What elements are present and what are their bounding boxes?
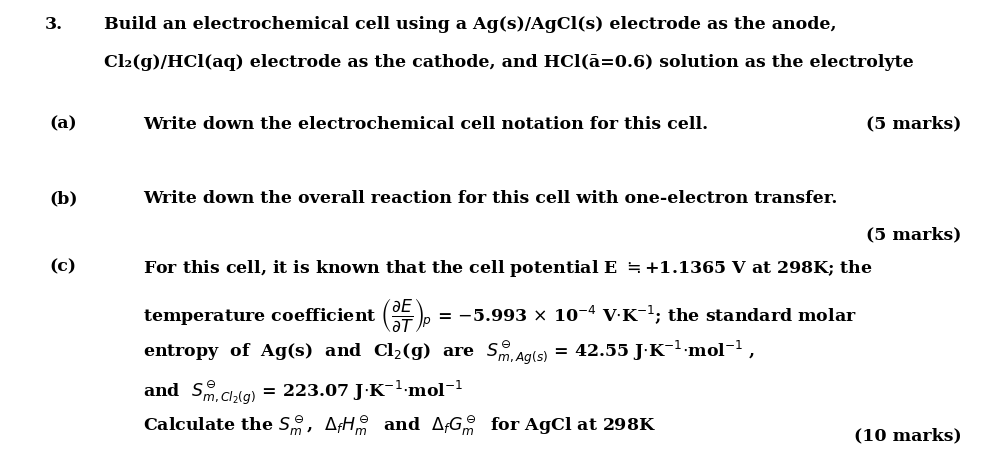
Text: (10 marks): (10 marks) [854, 428, 961, 445]
Text: and  $S^\ominus_{m,Cl_2(g)}$ = 223.07 J$\cdot$K$^{-1}$$\cdot$mol$^{-1}$: and $S^\ominus_{m,Cl_2(g)}$ = 223.07 J$\… [143, 378, 463, 406]
Text: (b): (b) [49, 190, 78, 207]
Text: 3.: 3. [44, 16, 62, 33]
Text: Write down the overall reaction for this cell with one-electron transfer.: Write down the overall reaction for this… [143, 190, 837, 207]
Text: (5 marks): (5 marks) [866, 116, 961, 133]
Text: For this cell, it is known that the cell potential E $\fallingdotseq$+1.1365 V a: For this cell, it is known that the cell… [143, 258, 873, 279]
Text: temperature coefficient $\left(\dfrac{\partial E}{\partial T}\right)_{\!p}$ = $-: temperature coefficient $\left(\dfrac{\p… [143, 297, 857, 334]
Text: (c): (c) [49, 258, 76, 275]
Text: entropy  of  Ag(s)  and  Cl$_2$(g)  are  $S^\ominus_{m,Ag(s)}$ = 42.55 J$\cdot$K: entropy of Ag(s) and Cl$_2$(g) are $S^\o… [143, 339, 755, 367]
Text: (5 marks): (5 marks) [866, 226, 961, 244]
Text: Write down the electrochemical cell notation for this cell.: Write down the electrochemical cell nota… [143, 116, 708, 133]
Text: Calculate the $S^\ominus_{m}$,  $\Delta_f H^\ominus_m$  and  $\Delta_f G^\ominus: Calculate the $S^\ominus_{m}$, $\Delta_f… [143, 414, 656, 439]
Text: Build an electrochemical cell using a Ag(s)/AgCl(s) electrode as the anode,: Build an electrochemical cell using a Ag… [104, 16, 836, 33]
Text: (a): (a) [49, 116, 77, 133]
Text: Cl₂(g)/HCl(aq) electrode as the cathode, and HCl(ā=0.6) solution as the electrol: Cl₂(g)/HCl(aq) electrode as the cathode,… [104, 54, 913, 72]
